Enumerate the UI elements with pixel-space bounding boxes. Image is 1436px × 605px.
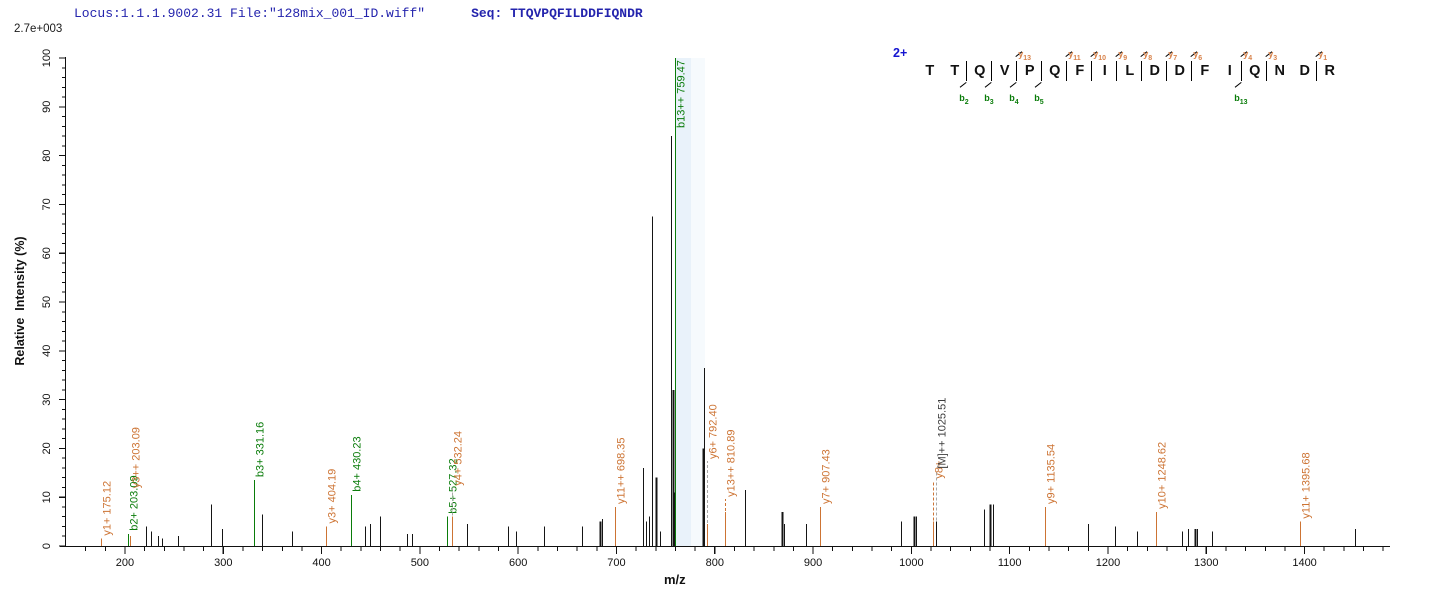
peak-ion-label: y13++ 810.89 [726, 430, 738, 497]
peak-ion-label: b2+ 203.09 [129, 475, 141, 530]
fragment-divider [1066, 61, 1068, 81]
peak-ion-label: b5+ 527.32 [448, 458, 460, 513]
y-ion-flag-label: y10 [1093, 49, 1107, 62]
fragment-divider [1016, 61, 1018, 81]
y-tick-label: 50 [41, 296, 53, 308]
y-ion-flag-label: y3 [1268, 49, 1278, 62]
fragment-divider [1091, 61, 1093, 81]
max-intensity-label: 2.7e+003 [14, 23, 63, 35]
y-ion-flag-label: y13 [1018, 49, 1032, 62]
x-tick-label: 700 [607, 557, 625, 569]
x-tick-label: 200 [116, 557, 134, 569]
y-tick-label: 30 [41, 393, 53, 405]
peak-ion-label: [M]++ 1025.51 [937, 398, 949, 469]
peak-ion-label: y9+ 1135.54 [1046, 444, 1058, 504]
y-ion-flag-label: y4 [1243, 49, 1253, 62]
y-ion-flag-label: y6 [1193, 49, 1203, 62]
peak-ion-label: y7+ 907.43 [821, 449, 833, 504]
header-line: Locus:1.1.1.9002.31 File:"128mix_001_ID.… [74, 6, 643, 21]
peak-ion-label: y3++ 203.09 [131, 427, 143, 488]
fragment-divider [1041, 61, 1043, 81]
fragment-divider [991, 61, 993, 81]
peak-ion-label: y1+ 175.12 [102, 481, 114, 536]
x-tick-label: 500 [411, 557, 429, 569]
peak-ion-label: y6+ 792.40 [708, 404, 720, 459]
peak-ion-label: y11++ 698.35 [616, 437, 628, 503]
b-ion-flag-label: b3 [984, 93, 994, 106]
x-tick-label: 400 [312, 557, 330, 569]
precursor-highlight-band [675, 58, 692, 546]
y-tick-label: 80 [41, 149, 53, 161]
x-tick-label: 300 [214, 557, 232, 569]
x-tick-label: 1100 [998, 557, 1022, 569]
x-tick-label: 600 [509, 557, 527, 569]
x-axis-title: m/z [664, 572, 686, 587]
sequence-text: Seq: TTQVPQFILDDFIQNDR [471, 6, 643, 21]
y-tick-label: 20 [41, 442, 53, 454]
x-tick-label: 1000 [899, 557, 923, 569]
y-tick-label: 100 [41, 49, 53, 67]
y-tick-label: 10 [41, 491, 53, 503]
peak-ion-label: y11+ 1395.68 [1301, 452, 1313, 518]
precursor-charge-label: 2+ [893, 46, 908, 60]
fragment-divider [1166, 61, 1168, 81]
residue-t-1: T [925, 63, 935, 79]
y-tick-label: 70 [41, 198, 53, 210]
y-ion-flag-label: y11 [1068, 49, 1081, 62]
y-tick-label: 60 [41, 247, 53, 259]
residue-i-13: I [1227, 63, 1232, 79]
b-ion-flag-label: b13 [1234, 93, 1248, 106]
y-tick-label: 40 [41, 345, 53, 357]
y-ion-flag-label: y9 [1118, 49, 1128, 62]
x-tick-label: 900 [804, 557, 822, 569]
x-tick-label: 1200 [1096, 557, 1120, 569]
x-tick-label: 800 [706, 557, 724, 569]
peak-ion-label: y4+ 532.24 [453, 431, 465, 486]
peak-ion-label: b4+ 430.23 [352, 436, 364, 491]
x-tick-label: 1400 [1292, 557, 1316, 569]
fragment-divider [966, 61, 968, 81]
precursor-highlight-fade [691, 58, 705, 546]
fragment-divider [1241, 61, 1243, 81]
peak-ion-label: b3+ 331.16 [255, 422, 267, 477]
y-ion-flag-label: y1 [1318, 49, 1328, 62]
residue-t-2: T [950, 63, 960, 79]
residue-d-16: D [1299, 63, 1310, 79]
fragment-divider [1116, 61, 1118, 81]
b-ion-flag-label: b4 [1009, 93, 1019, 106]
b-ion-flag-label: b5 [1034, 93, 1044, 106]
b-ion-flag-label: b2 [959, 93, 969, 106]
peak-ion-label: y10+ 1248.62 [1157, 442, 1169, 509]
peak-ion-label: y3+ 404.19 [327, 469, 339, 524]
x-tick-label: 1300 [1194, 557, 1218, 569]
y-ion-flag-label: y7 [1168, 49, 1178, 62]
fragment-divider [1191, 61, 1193, 81]
fragment-divider [1266, 61, 1268, 81]
locus-file-text: Locus:1.1.1.9002.31 File:"128mix_001_ID.… [74, 6, 426, 21]
fragment-divider [1141, 61, 1143, 81]
y-tick-label: 90 [41, 101, 53, 113]
y-tick-label: 0 [41, 543, 53, 549]
fragment-divider [1316, 61, 1318, 81]
peak-ion-label: b13++ 759.47 [676, 60, 688, 128]
y-ion-flag-label: y8 [1143, 49, 1153, 62]
